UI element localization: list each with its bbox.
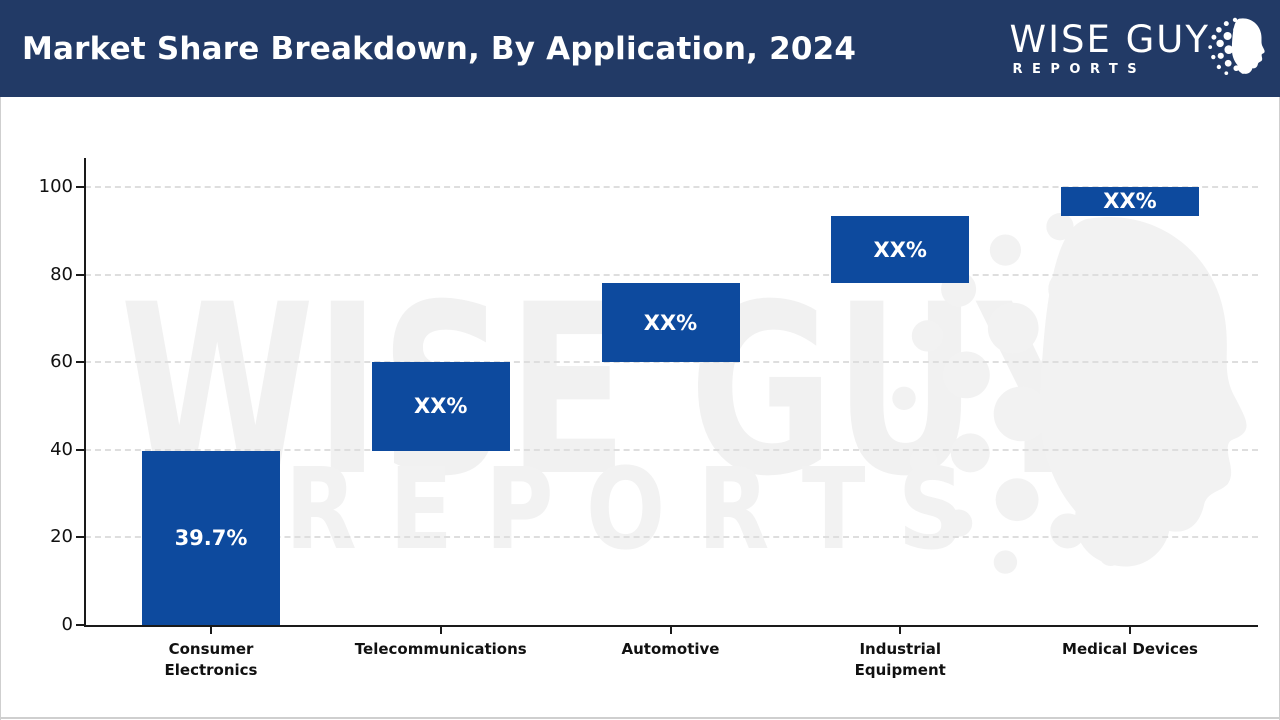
x-tick-label-medical-devices: Medical Devices — [1062, 640, 1198, 658]
bar-industrial-equipment: XX% — [831, 215, 970, 284]
x-tick-label-telecommunications: Telecommunications — [354, 640, 527, 658]
x-tick-mark-consumer-electronics — [210, 627, 212, 634]
x-tick-label-industrial-equipment: Industrial Equipment — [854, 640, 946, 679]
y-tick-mark-100 — [76, 186, 84, 188]
bar-value-label: XX% — [643, 310, 698, 335]
y-tick-label-40: 40 — [50, 438, 73, 460]
bar-consumer-electronics: 39.7% — [142, 450, 280, 625]
gridline-60 — [85, 361, 1258, 363]
gridline-40 — [85, 448, 1258, 451]
gridline-20 — [85, 536, 1258, 538]
title-bar: Market Share Breakdown, By Application, … — [0, 0, 1280, 97]
logo-subtext: REPORTS — [1012, 61, 1147, 77]
x-tick-mark-medical-devices — [1129, 627, 1131, 634]
y-tick-label-20: 20 — [50, 526, 73, 547]
x-tick-mark-automotive — [669, 627, 672, 634]
x-tick-mark-industrial-equipment — [899, 627, 902, 634]
bar-value-label: 39.7% — [174, 525, 248, 550]
y-tick-mark-60 — [76, 361, 84, 363]
y-tick-mark-20 — [76, 536, 84, 538]
logo-text: WISE GUY REPORTS — [1010, 21, 1210, 77]
y-tick-mark-0 — [76, 623, 84, 626]
logo-wordmark: WISE GUY — [1009, 17, 1210, 61]
x-tick-mark-telecommunications — [439, 627, 442, 634]
gridline-100 — [85, 186, 1258, 188]
bar-telecommunications: XX% — [371, 362, 510, 451]
page-edge-left — [0, 97, 1, 720]
y-tick-label-0: 0 — [61, 613, 73, 635]
logo-head-icon — [1204, 6, 1266, 92]
page-edge-bottom — [0, 717, 1280, 719]
bar-value-label: XX% — [414, 394, 468, 419]
y-tick-mark-80 — [76, 273, 84, 276]
y-axis-spine — [84, 158, 86, 627]
x-tick-label-consumer-electronics: Consumer Electronics — [164, 640, 258, 679]
y-tick-label-80: 80 — [50, 263, 73, 285]
bar-automotive: XX% — [601, 283, 740, 362]
gridline-80 — [85, 273, 1258, 276]
bar-medical-devices: XX% — [1061, 187, 1199, 216]
y-tick-label-60: 60 — [50, 351, 73, 372]
bar-value-label: XX% — [1103, 189, 1157, 214]
y-tick-mark-40 — [76, 448, 84, 451]
x-tick-label-automotive: Automotive — [621, 640, 720, 658]
brand-logo: WISE GUY REPORTS — [1010, 6, 1266, 92]
x-axis-spine — [84, 625, 1258, 627]
chart-title: Market Share Breakdown, By Application, … — [22, 30, 857, 67]
y-tick-label-100: 100 — [38, 176, 73, 197]
bar-value-label: XX% — [873, 237, 927, 262]
